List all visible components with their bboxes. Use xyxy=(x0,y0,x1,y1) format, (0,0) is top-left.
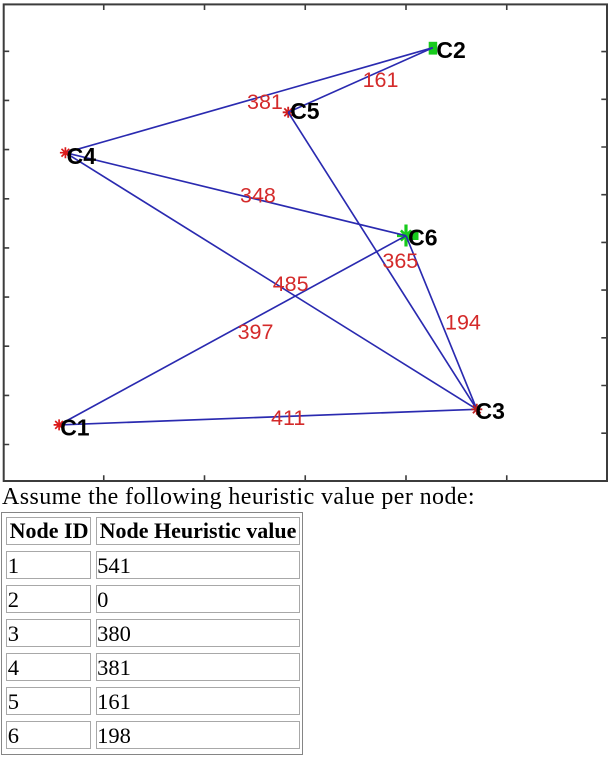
svg-text:C5: C5 xyxy=(290,98,320,124)
svg-text:365: 365 xyxy=(382,249,418,273)
svg-text:161: 161 xyxy=(363,68,399,92)
svg-text:411: 411 xyxy=(271,406,305,430)
svg-text:C4: C4 xyxy=(67,143,97,169)
svg-text:C6: C6 xyxy=(408,225,437,251)
svg-text:C2: C2 xyxy=(436,37,465,63)
svg-text:C1: C1 xyxy=(60,415,90,441)
svg-text:348: 348 xyxy=(240,184,276,208)
svg-text:485: 485 xyxy=(273,272,309,296)
svg-text:C3: C3 xyxy=(476,398,505,424)
svg-text:194: 194 xyxy=(445,311,481,335)
svg-text:397: 397 xyxy=(238,320,274,344)
svg-text:381: 381 xyxy=(247,90,283,114)
